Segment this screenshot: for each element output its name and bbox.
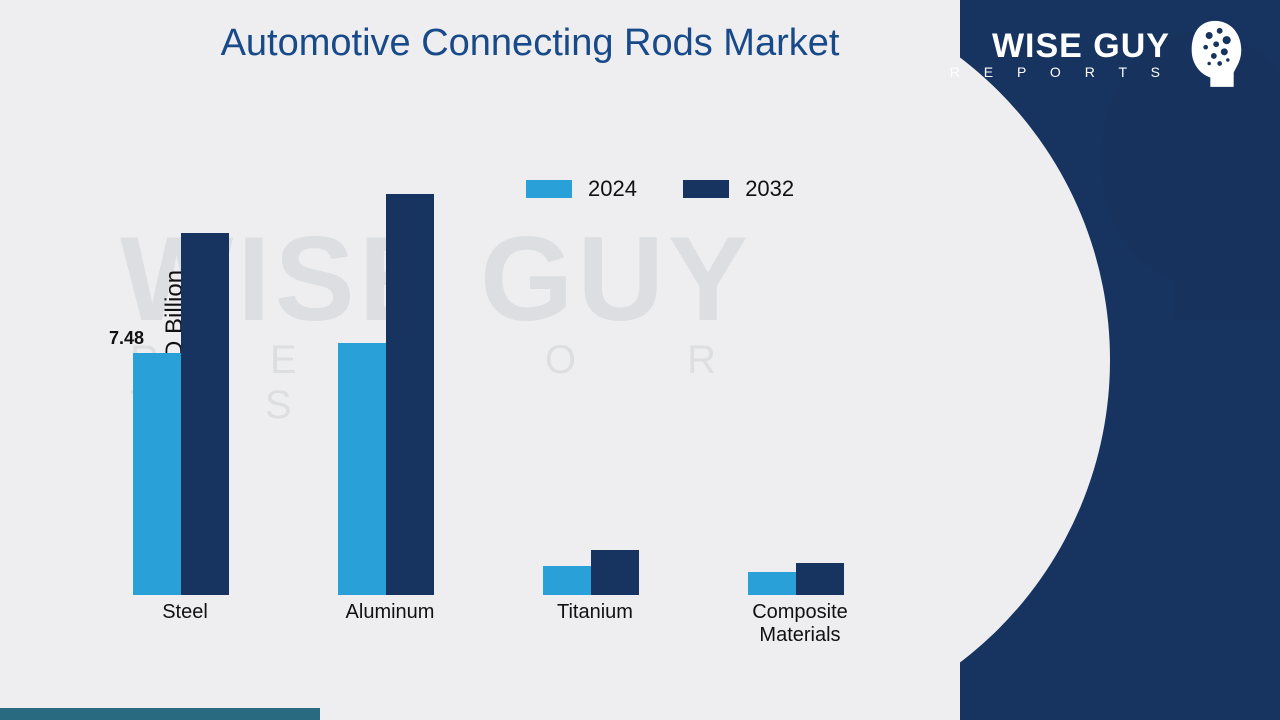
bar-value-label: 7.48 xyxy=(109,328,144,349)
brand-logo: WISE GUY R E P O R T S xyxy=(950,18,1250,88)
category-label: Aluminum xyxy=(290,601,490,624)
accent-strip xyxy=(0,708,320,720)
bar xyxy=(543,566,591,595)
logo-head-icon xyxy=(1180,18,1250,88)
bar xyxy=(748,572,796,595)
bar xyxy=(338,343,386,595)
logo-text-main: WISE GUY xyxy=(950,27,1170,66)
plot-area: 7.48SteelAluminumTitaniumCompositeMateri… xyxy=(115,175,925,595)
bar xyxy=(133,353,181,595)
bar xyxy=(386,194,434,595)
category-label: Titanium xyxy=(495,601,695,624)
bar xyxy=(796,563,844,595)
bar xyxy=(591,550,639,595)
category-label: Steel xyxy=(85,601,285,624)
category-label: CompositeMaterials xyxy=(700,601,900,647)
bar xyxy=(181,233,229,595)
infographic-stage: Automotive Connecting Rods Market WISE G… xyxy=(0,0,1280,720)
page-title: Automotive Connecting Rods Market xyxy=(120,22,940,65)
bar-chart: Market Size in USD Billion 7.48SteelAlum… xyxy=(85,175,925,645)
logo-text-sub: R E P O R T S xyxy=(950,64,1170,80)
